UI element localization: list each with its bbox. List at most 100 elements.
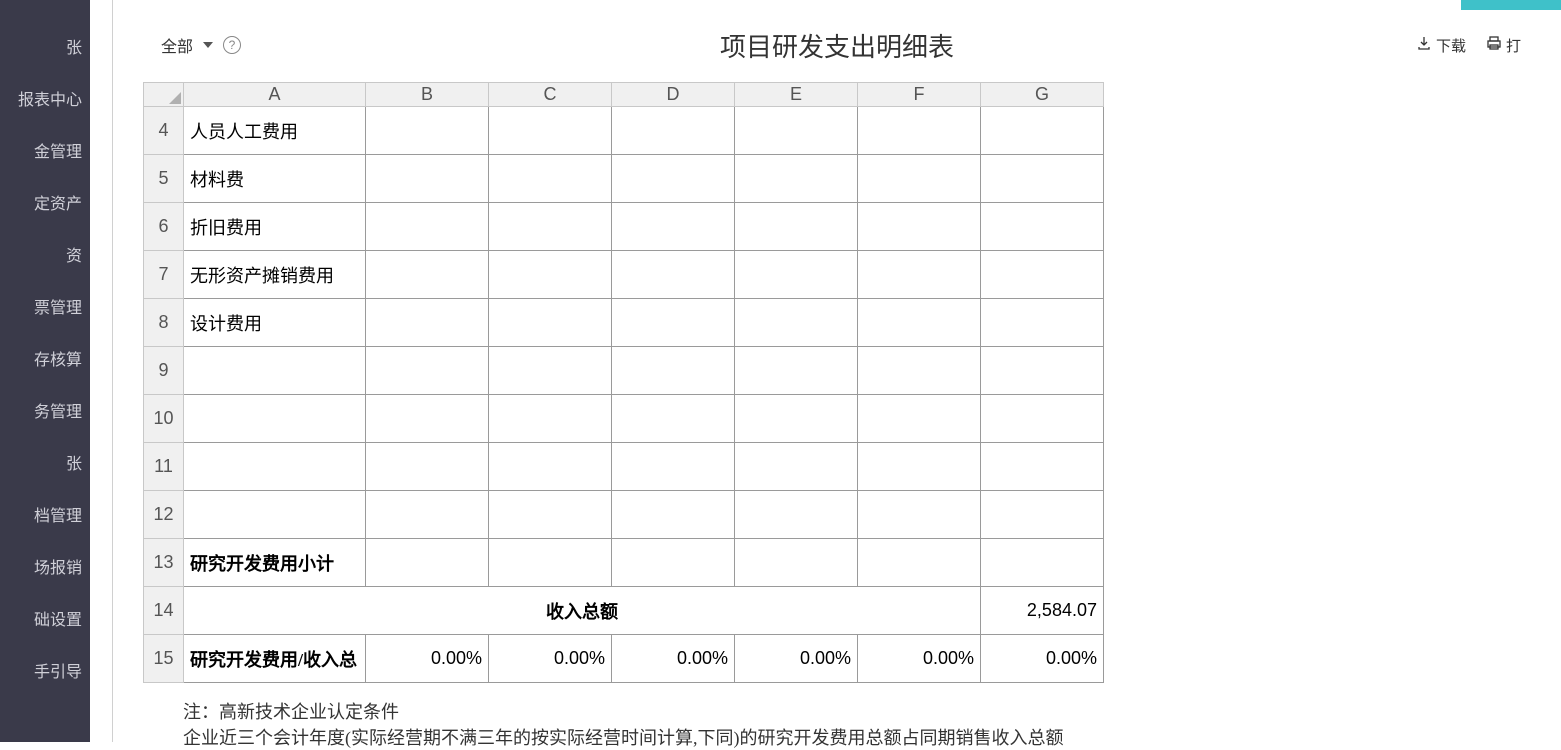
cell[interactable]	[612, 203, 735, 251]
cell[interactable]	[981, 491, 1104, 539]
cell[interactable]: 折旧费用	[184, 203, 366, 251]
cell[interactable]	[735, 443, 858, 491]
cell[interactable]	[184, 443, 366, 491]
col-header-f[interactable]: F	[858, 83, 981, 107]
cell[interactable]: 研究开发费用小计	[184, 539, 366, 587]
cell[interactable]	[981, 347, 1104, 395]
filter-dropdown[interactable]: 全部 ?	[161, 33, 241, 57]
cell[interactable]	[612, 155, 735, 203]
cell[interactable]	[366, 539, 489, 587]
cell[interactable]	[489, 155, 612, 203]
cell[interactable]	[184, 491, 366, 539]
sidebar-item-10[interactable]: 场报销	[0, 540, 90, 592]
cell[interactable]	[184, 395, 366, 443]
row-header[interactable]: 8	[144, 299, 184, 347]
row-header[interactable]: 13	[144, 539, 184, 587]
cell[interactable]	[735, 107, 858, 155]
corner-cell[interactable]	[144, 83, 184, 107]
cell[interactable]: 无形资产摊销费用	[184, 251, 366, 299]
ratio-label[interactable]: 研究开发费用/收入总	[184, 635, 366, 683]
col-header-g[interactable]: G	[981, 83, 1104, 107]
cell[interactable]	[981, 395, 1104, 443]
cell[interactable]	[366, 299, 489, 347]
col-header-e[interactable]: E	[735, 83, 858, 107]
cell[interactable]	[366, 107, 489, 155]
percent-cell[interactable]: 0.00%	[735, 635, 858, 683]
cell[interactable]	[366, 443, 489, 491]
percent-cell[interactable]: 0.00%	[366, 635, 489, 683]
cell[interactable]	[489, 539, 612, 587]
row-header[interactable]: 4	[144, 107, 184, 155]
cell[interactable]	[981, 251, 1104, 299]
sidebar-item-3[interactable]: 定资产	[0, 176, 90, 228]
col-header-d[interactable]: D	[612, 83, 735, 107]
cell[interactable]	[858, 539, 981, 587]
merged-income-label[interactable]: 收入总额	[184, 587, 981, 635]
cell[interactable]	[981, 539, 1104, 587]
sidebar-item-0[interactable]: 张	[0, 20, 90, 72]
percent-cell[interactable]: 0.00%	[858, 635, 981, 683]
help-icon[interactable]: ?	[223, 36, 241, 54]
cell[interactable]	[612, 299, 735, 347]
cell[interactable]	[981, 203, 1104, 251]
row-header[interactable]: 14	[144, 587, 184, 635]
cell[interactable]	[735, 491, 858, 539]
cell[interactable]	[612, 395, 735, 443]
cell[interactable]: 人员人工费用	[184, 107, 366, 155]
cell[interactable]: 材料费	[184, 155, 366, 203]
cell[interactable]	[858, 107, 981, 155]
cell[interactable]	[366, 203, 489, 251]
cell[interactable]	[184, 347, 366, 395]
cell[interactable]	[489, 251, 612, 299]
cell[interactable]	[858, 251, 981, 299]
cell[interactable]	[612, 539, 735, 587]
income-total-value[interactable]: 2,584.07	[981, 587, 1104, 635]
sidebar-item-12[interactable]: 手引导	[0, 644, 90, 696]
download-button[interactable]: 下载	[1416, 35, 1466, 56]
cell[interactable]	[366, 395, 489, 443]
spreadsheet[interactable]: A B C D E F G 4人员人工费用5材料费6折旧费用7无形资产摊销费用8…	[143, 82, 1104, 683]
cell[interactable]: 设计费用	[184, 299, 366, 347]
row-header[interactable]: 10	[144, 395, 184, 443]
sidebar-item-9[interactable]: 档管理	[0, 488, 90, 540]
cell[interactable]	[735, 395, 858, 443]
cell[interactable]	[612, 491, 735, 539]
row-header[interactable]: 6	[144, 203, 184, 251]
sidebar-item-7[interactable]: 务管理	[0, 384, 90, 436]
cell[interactable]	[981, 107, 1104, 155]
cell[interactable]	[735, 299, 858, 347]
cell[interactable]	[858, 203, 981, 251]
sidebar-item-8[interactable]: 张	[0, 436, 90, 488]
cell[interactable]	[858, 299, 981, 347]
row-header[interactable]: 7	[144, 251, 184, 299]
col-header-c[interactable]: C	[489, 83, 612, 107]
cell[interactable]	[612, 251, 735, 299]
cell[interactable]	[366, 491, 489, 539]
cell[interactable]	[735, 203, 858, 251]
row-header[interactable]: 12	[144, 491, 184, 539]
cell[interactable]	[735, 347, 858, 395]
percent-cell[interactable]: 0.00%	[489, 635, 612, 683]
cell[interactable]	[489, 203, 612, 251]
cell[interactable]	[489, 107, 612, 155]
print-button[interactable]: 打	[1486, 35, 1521, 56]
cell[interactable]	[858, 347, 981, 395]
cell[interactable]	[735, 155, 858, 203]
sidebar-item-1[interactable]: 报表中心	[0, 72, 90, 124]
cell[interactable]	[981, 443, 1104, 491]
cell[interactable]	[735, 251, 858, 299]
sidebar-item-5[interactable]: 票管理	[0, 280, 90, 332]
cell[interactable]	[981, 155, 1104, 203]
cell[interactable]	[489, 395, 612, 443]
percent-cell[interactable]: 0.00%	[981, 635, 1104, 683]
col-header-a[interactable]: A	[184, 83, 366, 107]
cell[interactable]	[366, 155, 489, 203]
row-header[interactable]: 11	[144, 443, 184, 491]
row-header[interactable]: 9	[144, 347, 184, 395]
cell[interactable]	[858, 443, 981, 491]
cell[interactable]	[858, 155, 981, 203]
cell[interactable]	[612, 443, 735, 491]
cell[interactable]	[612, 347, 735, 395]
sidebar-item-6[interactable]: 存核算	[0, 332, 90, 384]
cell[interactable]	[489, 347, 612, 395]
